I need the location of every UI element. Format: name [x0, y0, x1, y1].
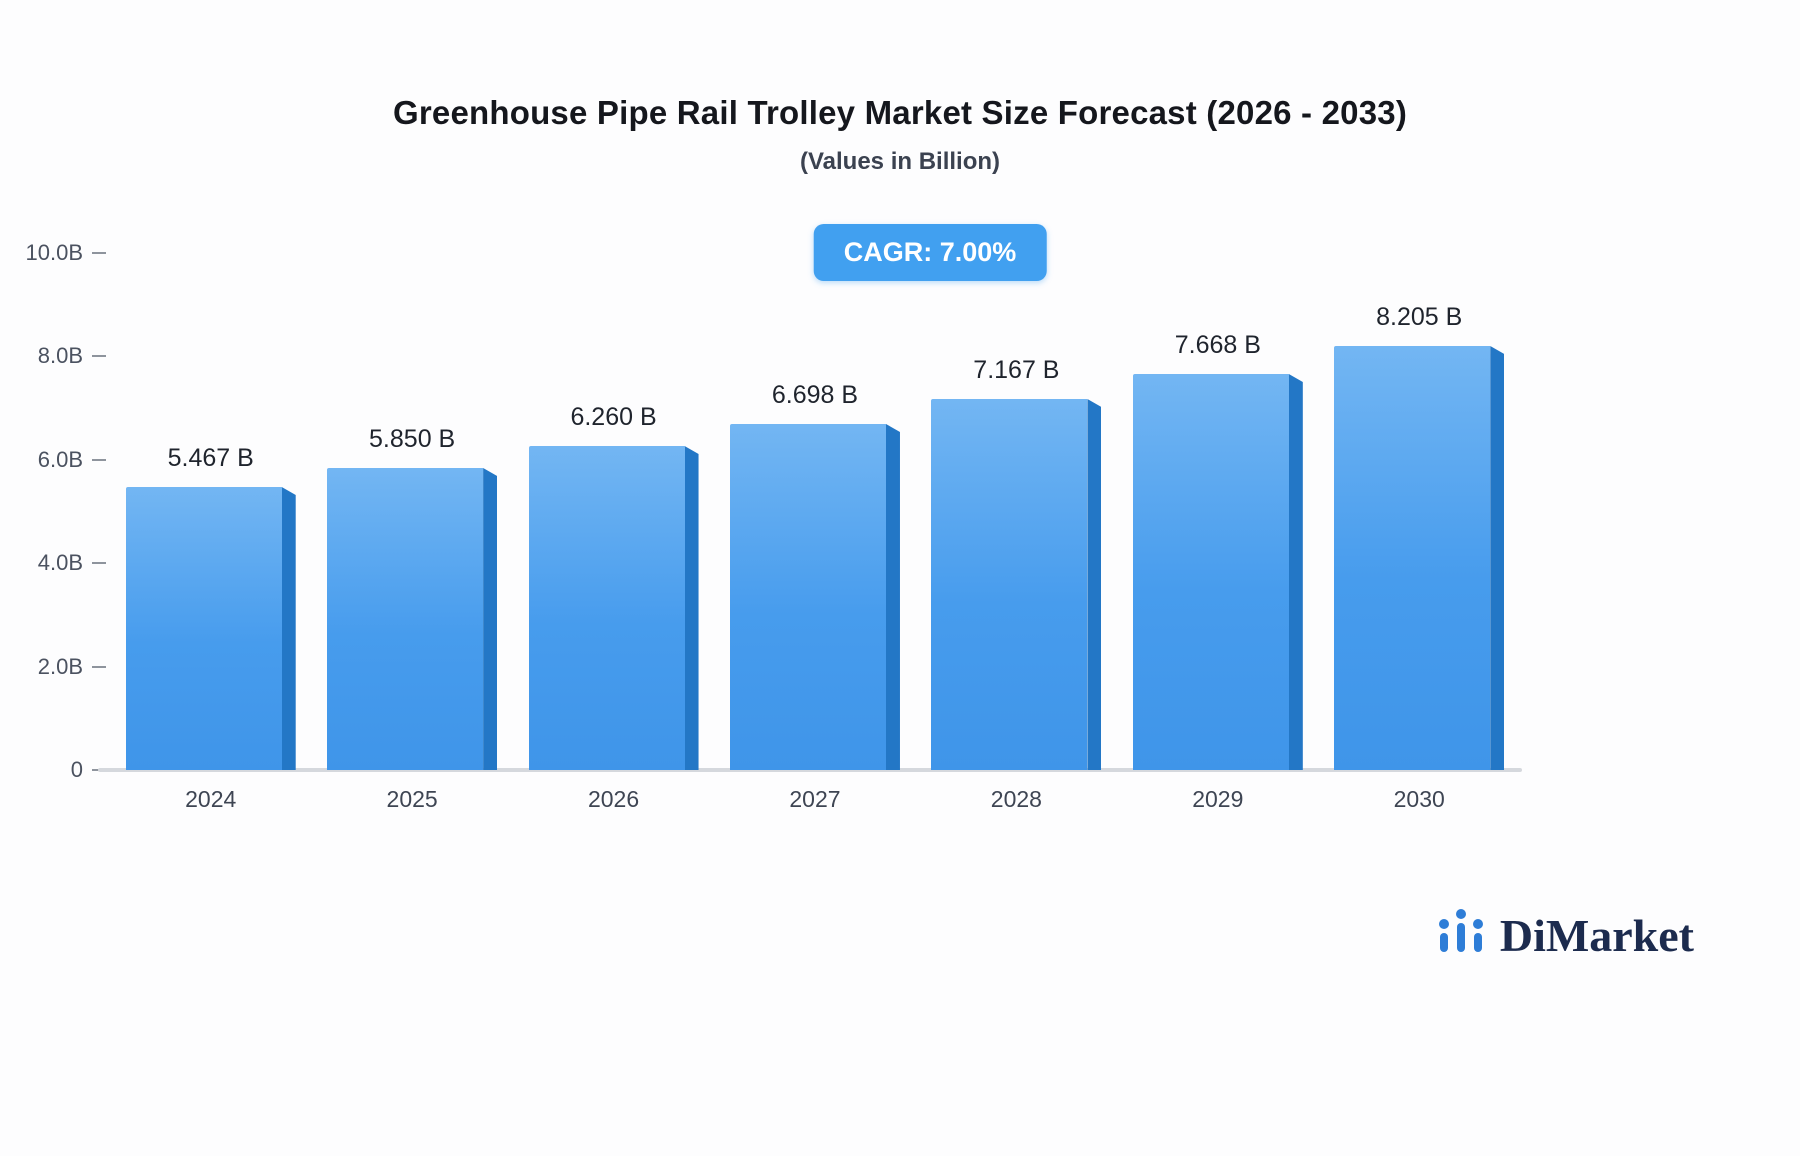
x-axis-label: 2028	[990, 786, 1042, 812]
bar: 7.167 B	[931, 356, 1102, 770]
bar: 5.850 B	[327, 425, 498, 770]
y-tick-mark	[92, 355, 106, 358]
bar-face	[1132, 374, 1289, 770]
bar: 6.698 B	[729, 381, 900, 770]
brand-logo: DiMarket	[1435, 902, 1694, 959]
y-tick-label: 0	[70, 757, 83, 782]
y-tick-label: 2.0B	[37, 653, 83, 679]
y-tick-mark	[92, 458, 106, 461]
bar-value-label: 6.698 B	[771, 381, 859, 409]
bar-face	[931, 399, 1088, 770]
bar-value-label: 7.668 B	[1174, 331, 1261, 359]
bar: 7.668 B	[1132, 331, 1303, 770]
y-tick: 8.0B	[38, 343, 106, 369]
bar-value-label: 8.205 B	[1376, 303, 1463, 331]
y-tick-mark	[92, 562, 106, 565]
bar-group: 7.167 B	[931, 356, 1102, 770]
x-axis-label: 2027	[789, 786, 841, 812]
y-tick-mark	[92, 252, 106, 254]
y-axis: 0 2.0B 4.0B 6.0B 8.0B 10.0B	[0, 240, 106, 782]
bar-side	[1087, 399, 1102, 770]
bar-face	[327, 468, 484, 770]
chart-subtitle: (Values in Billion)	[799, 148, 1001, 175]
y-tick-label: 4.0B	[37, 550, 83, 576]
y-tick-mark	[92, 665, 106, 668]
bar-value-label: 7.167 B	[973, 356, 1060, 384]
bar-side	[483, 468, 498, 770]
x-axis-baseline	[98, 768, 1522, 772]
bar-face	[125, 487, 282, 770]
y-tick: 4.0B	[38, 550, 106, 576]
y-tick: 6.0B	[38, 447, 106, 473]
bar-side	[1490, 346, 1505, 770]
bar-face	[528, 446, 685, 770]
chart-title: Greenhouse Pipe Rail Trolley Market Size…	[392, 94, 1408, 131]
y-tick: 2.0B	[38, 654, 106, 680]
bar-group: 8.205 B	[1334, 303, 1505, 770]
x-axis-label: 2024	[185, 786, 237, 812]
bar-chart-icon	[1435, 902, 1487, 959]
y-tick-label: 8.0B	[37, 343, 83, 369]
bar-value-label: 5.850 B	[369, 425, 456, 453]
x-axis-label: 2025	[386, 786, 438, 812]
x-axis-labels: 2024 2025 2026 2027 2028 2029 2030	[110, 786, 1520, 813]
x-axis-label: 2026	[587, 786, 640, 812]
y-tick-label: 6.0B	[37, 446, 83, 472]
bar-side	[885, 424, 900, 770]
plot-area: 5.467 B 5.850 B 6.260 B 6.698 B 7.167 B 7.668…	[110, 253, 1520, 770]
x-axis-label: 2030	[1393, 786, 1445, 812]
bar-side	[1288, 374, 1303, 770]
bar: 8.205 B	[1334, 303, 1505, 770]
bar-group: 6.698 B	[729, 381, 900, 770]
bar-face	[729, 424, 886, 770]
y-tick-label: 10.0B	[25, 240, 84, 265]
bar-group: 6.260 B	[528, 403, 699, 770]
cagr-badge: CAGR: 7.00%	[813, 224, 1047, 281]
bar-side	[281, 487, 296, 770]
bar: 5.467 B	[125, 444, 296, 770]
y-tick: 10.0B	[25, 240, 106, 266]
brand-name: DiMarket	[1499, 910, 1694, 961]
bar-value-label: 6.260 B	[570, 403, 657, 431]
x-axis-label: 2029	[1192, 786, 1244, 812]
bar-group: 5.467 B	[125, 444, 296, 770]
bar-side	[684, 446, 699, 770]
bar-value-label: 5.467 B	[167, 444, 254, 472]
bar-group: 5.850 B	[327, 425, 498, 770]
bar-face	[1334, 346, 1491, 770]
bar: 6.260 B	[528, 403, 699, 770]
bar-group: 7.668 B	[1132, 331, 1303, 770]
